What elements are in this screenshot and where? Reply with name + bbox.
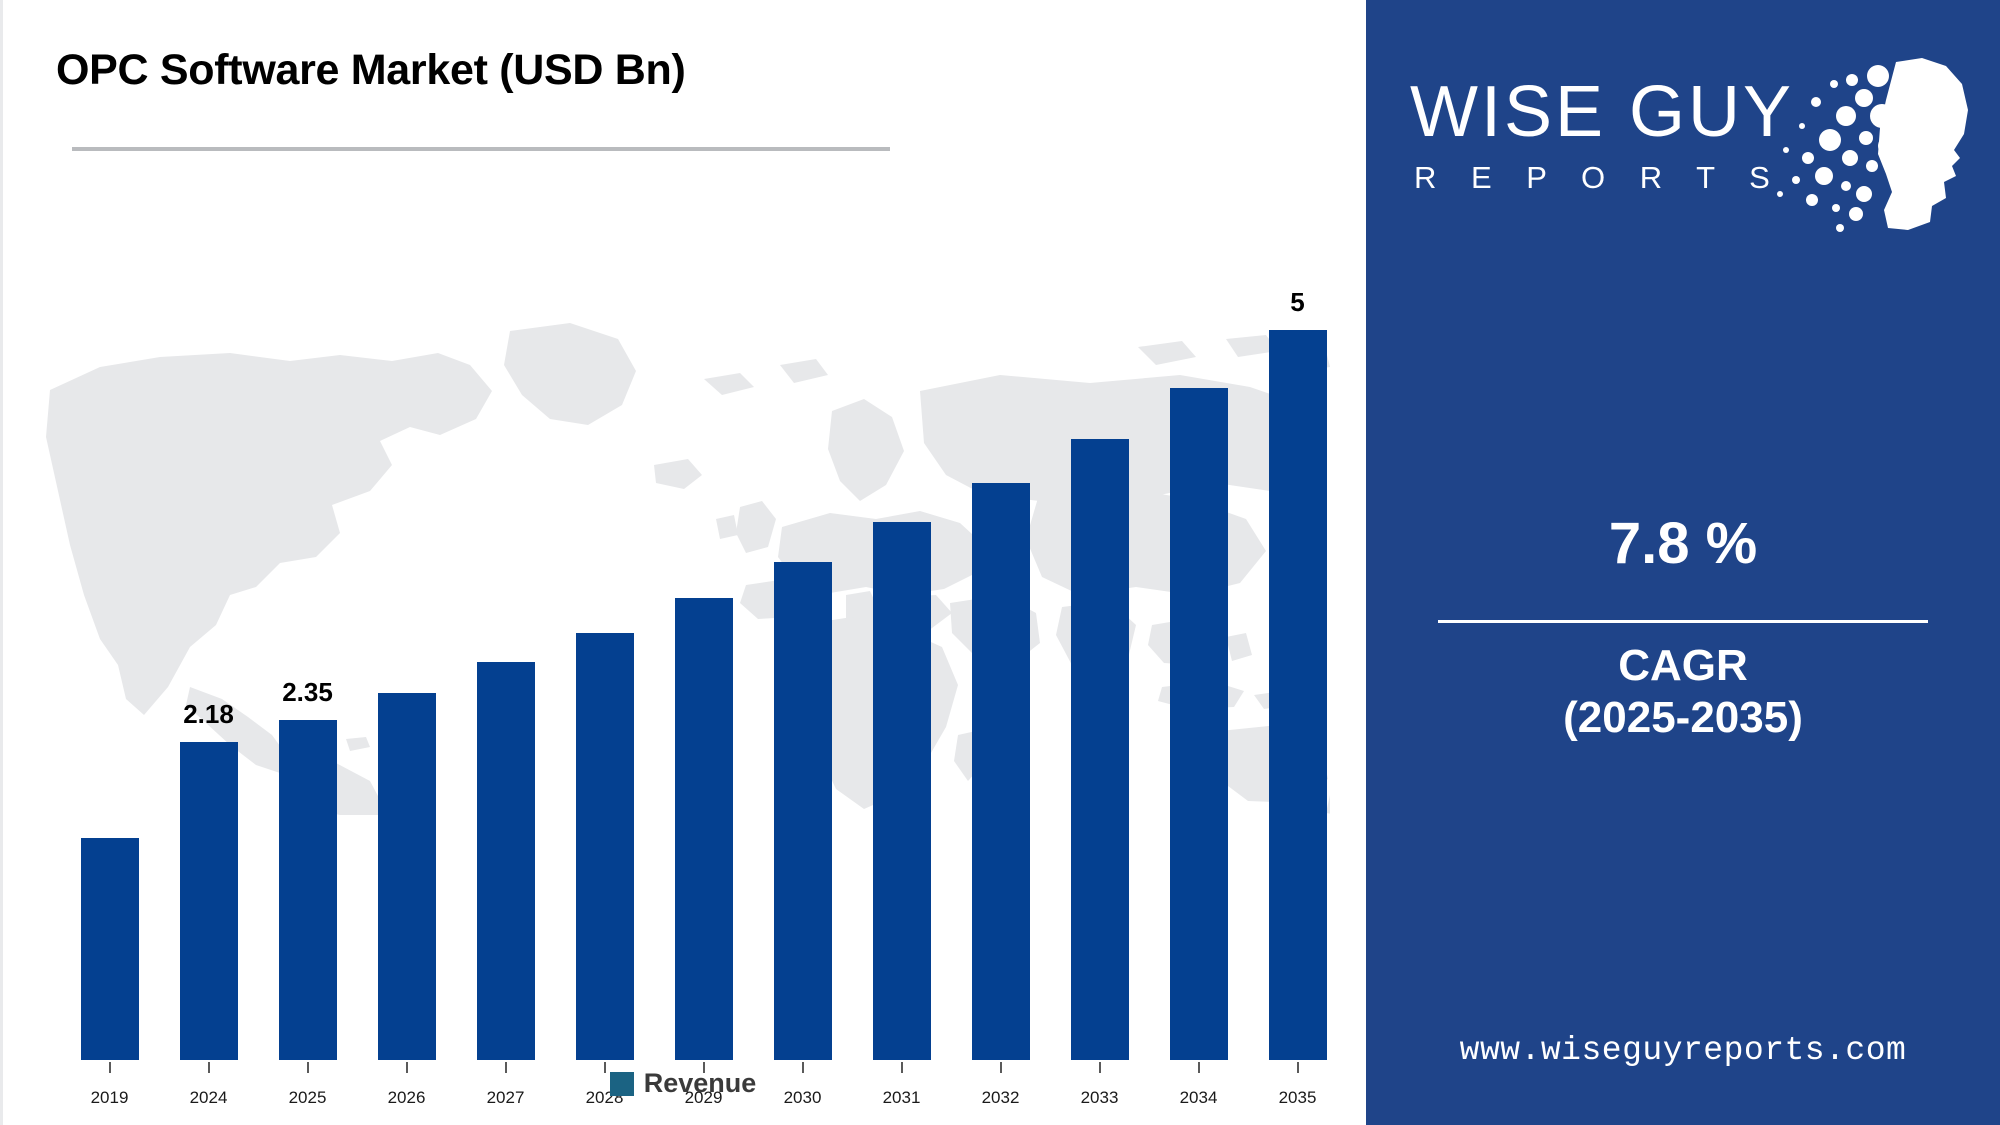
bar-value-label: 2.35 xyxy=(282,677,333,707)
bar-slot: 2032 xyxy=(951,205,1050,1107)
bar-slot: 5 2035 xyxy=(1248,205,1347,1107)
bar-slot: 2026 xyxy=(357,205,456,1107)
title-divider xyxy=(72,147,890,151)
brand-logo: WISE GUY R E P O R T S xyxy=(1366,58,2000,240)
panel-left-edge xyxy=(0,0,3,1125)
x-tick-mark xyxy=(999,1062,1002,1073)
bar-2028[interactable] xyxy=(575,633,634,1060)
bar-2031[interactable] xyxy=(872,522,931,1060)
x-tick-mark xyxy=(1098,1062,1101,1073)
chart-legend: Revenue xyxy=(0,1068,1366,1099)
x-tick-mark xyxy=(405,1062,408,1073)
x-tick-label: 2019 xyxy=(90,1088,129,1107)
plot-area: 2019 2.18 2024 2.35 2025 2026 xyxy=(60,200,1350,1107)
x-tick-mark xyxy=(207,1062,210,1073)
x-tick-mark xyxy=(504,1062,507,1073)
bar-2030[interactable] xyxy=(773,562,832,1060)
x-tick-mark xyxy=(1296,1062,1299,1073)
bar-2024[interactable] xyxy=(179,742,238,1060)
bar-slot: 2.18 2024 xyxy=(159,205,258,1107)
x-tick-label: 2025 xyxy=(288,1088,327,1107)
x-tick-mark xyxy=(306,1062,309,1073)
chart-panel: OPC Software Market (USD Bn) xyxy=(0,0,1366,1125)
bar-2026[interactable] xyxy=(377,693,436,1060)
bar-slot: 2.35 2025 xyxy=(258,205,357,1107)
legend-label-revenue: Revenue xyxy=(643,1068,757,1098)
bar-2035[interactable] xyxy=(1268,330,1327,1060)
x-tick-mark xyxy=(801,1062,804,1073)
x-tick-mark xyxy=(108,1062,111,1073)
bar-2029[interactable] xyxy=(674,598,733,1060)
website-url[interactable]: www.wiseguyreports.com xyxy=(1459,1032,1907,1069)
cagr-value: 7.8 % xyxy=(1608,511,1758,576)
x-tick-mark xyxy=(1197,1062,1200,1073)
bar-2027[interactable] xyxy=(476,662,535,1060)
bar-slot: 2033 xyxy=(1050,205,1149,1107)
x-tick-label: 2027 xyxy=(486,1088,525,1107)
bar-slot: 2019 xyxy=(60,205,159,1107)
bar-value-label: 5 xyxy=(1290,287,1305,317)
bar-slot: 2031 xyxy=(852,205,951,1107)
bar-value-label: 2.18 xyxy=(183,699,234,729)
x-tick-label: 2033 xyxy=(1080,1088,1119,1107)
cagr-divider xyxy=(1438,620,1928,623)
x-tick-label: 2032 xyxy=(981,1088,1020,1107)
bar-2032[interactable] xyxy=(971,483,1030,1060)
x-tick-label: 2035 xyxy=(1278,1088,1317,1107)
x-tick-label: 2029 xyxy=(684,1088,723,1107)
bar-slot: 2034 xyxy=(1149,205,1248,1107)
bar-2025[interactable] xyxy=(278,720,337,1060)
bar-slot: 2030 xyxy=(753,205,852,1107)
bar-slot: 2028 xyxy=(555,205,654,1107)
brand-panel: WISE GUY R E P O R T S xyxy=(1366,0,2000,1125)
cagr-label: CAGR xyxy=(1618,641,1748,690)
cagr-period: (2025-2035) xyxy=(1563,693,1803,742)
x-tick-mark xyxy=(900,1062,903,1073)
x-tick-label: 2031 xyxy=(882,1088,921,1107)
logo-head-icon xyxy=(1746,54,1986,244)
page-title: OPC Software Market (USD Bn) xyxy=(56,46,686,94)
bar-2034[interactable] xyxy=(1169,388,1228,1060)
legend-swatch-revenue xyxy=(609,1071,634,1096)
x-tick-label: 2034 xyxy=(1179,1088,1218,1107)
logo-wordmark-primary: WISE GUY xyxy=(1410,72,1795,152)
x-tick-mark xyxy=(603,1062,606,1073)
bar-slot: 2029 xyxy=(654,205,753,1107)
bar-2019[interactable] xyxy=(80,838,139,1060)
x-tick-mark xyxy=(702,1062,705,1073)
logo-wordmark-secondary: R E P O R T S xyxy=(1414,160,1783,195)
bar-slot: 2027 xyxy=(456,205,555,1107)
x-tick-label: 2024 xyxy=(189,1088,228,1107)
x-tick-label: 2026 xyxy=(387,1088,426,1107)
x-tick-label: 2030 xyxy=(783,1088,822,1107)
bar-2033[interactable] xyxy=(1070,439,1129,1060)
